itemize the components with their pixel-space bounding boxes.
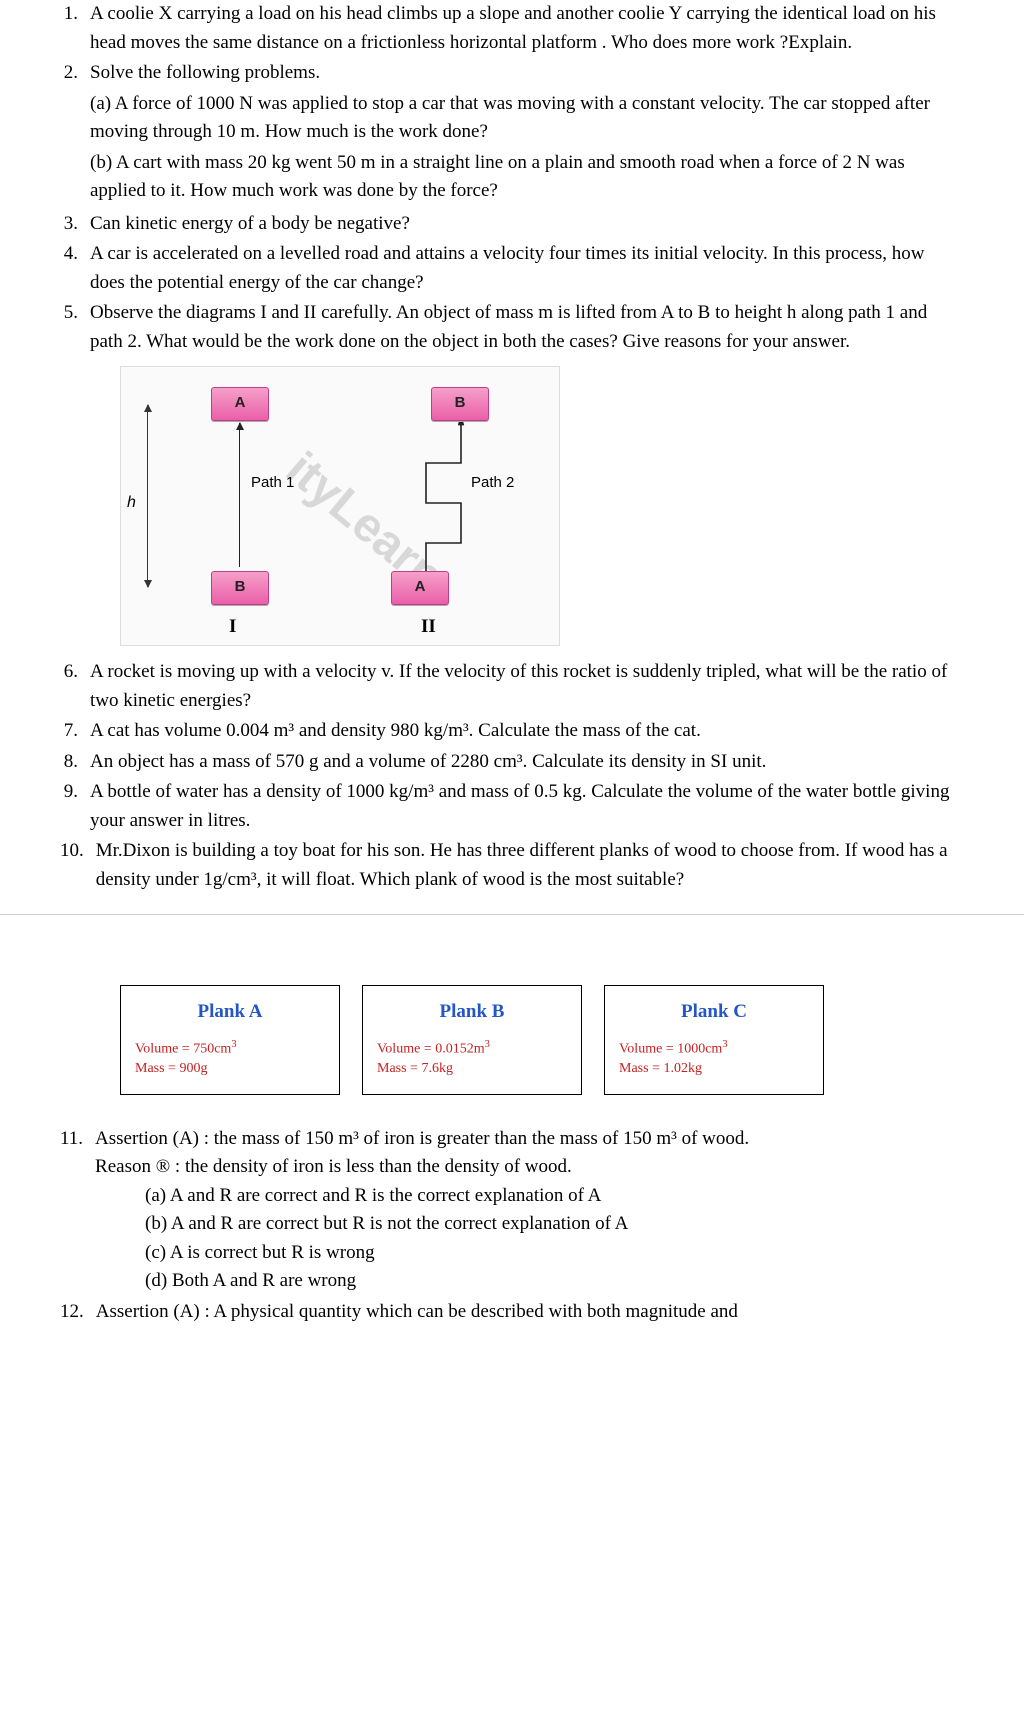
q-num: 12.	[60, 1298, 96, 1327]
question-9: 9. A bottle of water has a density of 10…	[60, 778, 964, 835]
path1-label: Path 1	[251, 472, 294, 495]
sup: 3	[231, 1039, 236, 1050]
question-5: 5. Observe the diagrams I and II careful…	[60, 299, 964, 656]
plank-b-mass: Mass = 7.6kg	[377, 1059, 567, 1079]
q11-opt-b: (b) A and R are correct but R is not the…	[95, 1210, 964, 1239]
q-num: 8.	[60, 748, 90, 777]
question-8: 8. An object has a mass of 570 g and a v…	[60, 748, 964, 777]
q-num: 9.	[60, 778, 90, 835]
q-text: A bottle of water has a density of 1000 …	[90, 778, 964, 835]
height-label: h	[127, 491, 136, 515]
plank-c-mass: Mass = 1.02kg	[619, 1059, 809, 1079]
q-num: 5.	[60, 299, 90, 656]
q-num: 10.	[60, 837, 96, 894]
plank-a-title: Plank A	[135, 998, 325, 1027]
q-text: Mr.Dixon is building a toy boat for his …	[96, 837, 964, 894]
path1-line	[239, 423, 240, 567]
question-12: 12. Assertion (A) : A physical quantity …	[60, 1298, 964, 1327]
paths-diagram: ityLearn h A Path 1 B I B	[120, 366, 560, 646]
q-text: A rocket is moving up with a velocity v.…	[90, 658, 964, 715]
q-text: An object has a mass of 570 g and a volu…	[90, 748, 964, 777]
question-1: 1. A coolie X carrying a load on his hea…	[60, 0, 964, 57]
question-list-2: 11. Assertion (A) : the mass of 150 m³ o…	[60, 1125, 964, 1327]
q-text: Solve the following problems. (a) A forc…	[90, 59, 964, 208]
q-num: 2.	[60, 59, 90, 208]
question-7: 7. A cat has volume 0.004 m³ and density…	[60, 717, 964, 746]
section-separator	[0, 914, 1024, 915]
path2-zigzag	[401, 413, 501, 593]
box-b-bottom: B	[211, 571, 269, 605]
q-num: 1.	[60, 0, 90, 57]
q-num: 11.	[60, 1125, 95, 1296]
box-b-top: B	[431, 387, 489, 421]
question-10: 10. Mr.Dixon is building a toy boat for …	[60, 837, 964, 894]
q-text: Observe the diagrams I and II carefully.…	[90, 299, 964, 656]
sup: 3	[722, 1039, 727, 1050]
q-num: 3.	[60, 210, 90, 239]
plank-b-vol-val: Volume = 0.0152m	[377, 1041, 485, 1056]
q11-assertion: Assertion (A) : the mass of 150 m³ of ir…	[95, 1125, 964, 1154]
q2-lead: Solve the following problems.	[90, 62, 320, 83]
sup: 3	[485, 1039, 490, 1050]
q-num: 6.	[60, 658, 90, 715]
plank-a: Plank A Volume = 750cm3 Mass = 900g	[120, 985, 340, 1095]
plank-a-vol-val: Volume = 750cm	[135, 1041, 231, 1056]
q11-reason: Reason ® : the density of iron is less t…	[95, 1153, 964, 1182]
plank-a-mass: Mass = 900g	[135, 1059, 325, 1079]
q-text: Assertion (A) : the mass of 150 m³ of ir…	[95, 1125, 964, 1296]
q11-opt-c: (c) A is correct but R is wrong	[95, 1239, 964, 1268]
q-text: A cat has volume 0.004 m³ and density 98…	[90, 717, 964, 746]
plank-b-volume: Volume = 0.0152m3	[377, 1037, 567, 1060]
plank-row: Plank A Volume = 750cm3 Mass = 900g Plan…	[120, 985, 964, 1095]
q-text: A coolie X carrying a load on his head c…	[90, 0, 964, 57]
plank-c: Plank C Volume = 1000cm3 Mass = 1.02kg	[604, 985, 824, 1095]
plank-b: Plank B Volume = 0.0152m3 Mass = 7.6kg	[362, 985, 582, 1095]
height-indicator	[147, 405, 148, 587]
plank-c-title: Plank C	[619, 998, 809, 1027]
plank-a-volume: Volume = 750cm3	[135, 1037, 325, 1060]
path2-label: Path 2	[471, 472, 514, 495]
question-3: 3. Can kinetic energy of a body be negat…	[60, 210, 964, 239]
question-11: 11. Assertion (A) : the mass of 150 m³ o…	[60, 1125, 964, 1296]
q2-sublist: (a) A force of 1000 N was applied to sto…	[90, 90, 964, 206]
q2a: (a) A force of 1000 N was applied to sto…	[90, 90, 964, 147]
q11-opt-d: (d) Both A and R are wrong	[95, 1267, 964, 1296]
question-2: 2. Solve the following problems. (a) A f…	[60, 59, 964, 208]
plank-b-title: Plank B	[377, 998, 567, 1027]
diagram-panel-2: B Path 2 A II	[351, 377, 531, 615]
q11-opt-a: (a) A and R are correct and R is the cor…	[95, 1182, 964, 1211]
box-a-bottom: A	[391, 571, 449, 605]
q5-text: Observe the diagrams I and II carefully.…	[90, 302, 927, 352]
q-text: Assertion (A) : A physical quantity whic…	[96, 1298, 964, 1327]
plank-c-volume: Volume = 1000cm3	[619, 1037, 809, 1060]
q2b: (b) A cart with mass 20 kg went 50 m in …	[90, 149, 964, 206]
box-a-top: A	[211, 387, 269, 421]
plank-c-vol-val: Volume = 1000cm	[619, 1041, 722, 1056]
roman-1: I	[229, 613, 236, 642]
question-4: 4. A car is accelerated on a levelled ro…	[60, 240, 964, 297]
q-text: Can kinetic energy of a body be negative…	[90, 210, 964, 239]
q-num: 4.	[60, 240, 90, 297]
question-list: 1. A coolie X carrying a load on his hea…	[60, 0, 964, 894]
diagram-panel-1: h A Path 1 B I	[141, 377, 321, 615]
q-num: 7.	[60, 717, 90, 746]
roman-2: II	[421, 613, 436, 642]
question-6: 6. A rocket is moving up with a velocity…	[60, 658, 964, 715]
q-text: A car is accelerated on a levelled road …	[90, 240, 964, 297]
